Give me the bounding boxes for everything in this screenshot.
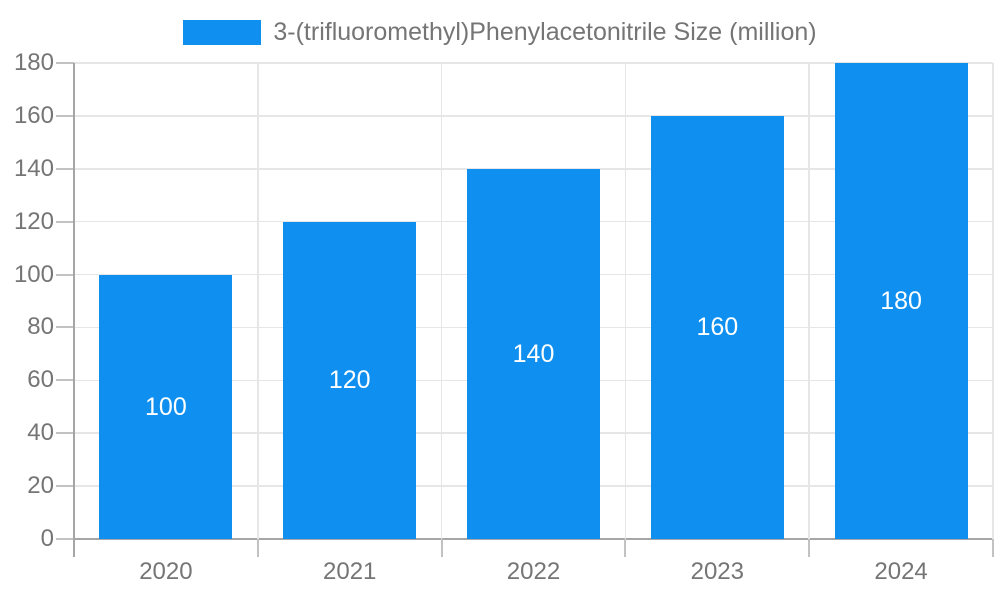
- bar-2021[interactable]: [283, 221, 417, 539]
- y-axis-label: 100: [13, 260, 54, 288]
- y-axis-label: 60: [27, 366, 54, 394]
- x-gridline: [257, 63, 259, 539]
- y-tick: [56, 220, 74, 223]
- y-tick: [56, 114, 74, 117]
- bar-2024[interactable]: [834, 63, 968, 539]
- y-tick: [56, 379, 74, 382]
- y-axis-label: 180: [13, 49, 54, 76]
- x-tick: [808, 539, 811, 557]
- bar-2022[interactable]: [467, 168, 600, 539]
- x-gridline: [992, 63, 994, 539]
- y-axis-label: 0: [40, 525, 54, 552]
- y-tick: [56, 62, 74, 64]
- x-tick: [992, 539, 994, 557]
- y-axis-label: 20: [27, 472, 54, 500]
- x-tick: [440, 539, 443, 557]
- y-tick: [56, 273, 74, 276]
- y-axis-line: [73, 63, 75, 557]
- x-tick: [624, 539, 627, 557]
- x-axis-label: 2023: [690, 558, 744, 585]
- y-axis-label: 160: [13, 101, 54, 129]
- x-axis-label: 2021: [323, 558, 377, 585]
- y-axis-label: 40: [27, 419, 54, 447]
- y-tick: [56, 485, 74, 488]
- x-gridline: [808, 63, 810, 539]
- x-axis-label: 2020: [139, 558, 193, 585]
- bar-2020[interactable]: [99, 274, 233, 539]
- legend-label: 3-(trifluoromethyl)Phenylacetonitrile Si…: [273, 18, 817, 46]
- y-tick: [56, 538, 74, 540]
- x-tick: [256, 539, 259, 557]
- x-gridline: [440, 63, 443, 539]
- y-tick: [56, 167, 74, 170]
- legend-swatch: [183, 19, 262, 45]
- x-gridline: [624, 63, 627, 539]
- y-axis-label: 120: [13, 207, 54, 235]
- y-tick: [56, 326, 74, 329]
- y-axis-label: 80: [27, 313, 54, 341]
- chart-legend[interactable]: 3-(trifluoromethyl)Phenylacetonitrile Si…: [0, 16, 1000, 48]
- x-axis-label: 2024: [874, 558, 928, 585]
- y-axis-label: 140: [13, 154, 54, 182]
- bar-2023[interactable]: [650, 115, 784, 539]
- x-axis-label: 2022: [506, 558, 561, 585]
- y-tick: [56, 432, 74, 435]
